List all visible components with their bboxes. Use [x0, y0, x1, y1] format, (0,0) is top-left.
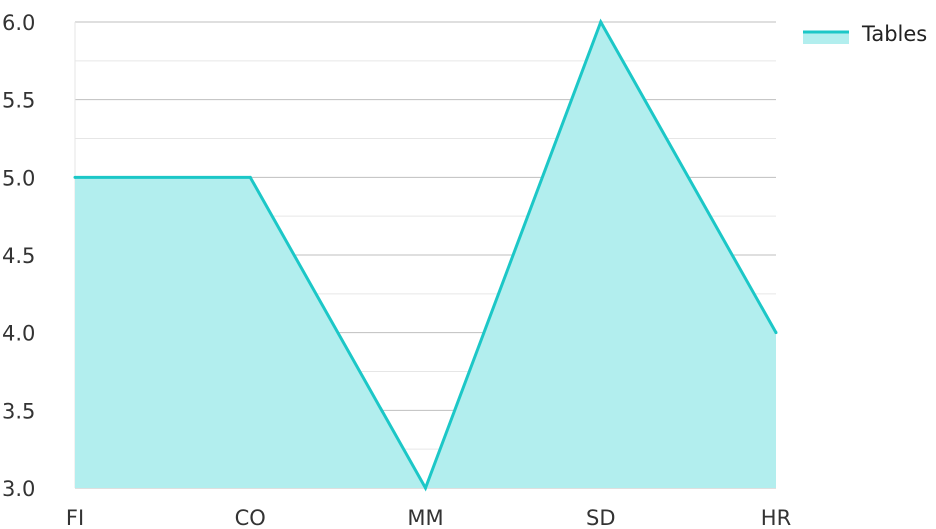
legend-label: Tables	[861, 22, 927, 46]
y-tick-label: 3.5	[2, 399, 35, 423]
x-tick-label: MM	[407, 506, 443, 529]
x-tick-label: HR	[761, 506, 791, 529]
series-area-fill	[75, 22, 776, 488]
data-point	[73, 175, 77, 179]
y-tick-label: 3.0	[2, 477, 35, 501]
data-point	[774, 331, 778, 335]
y-tick-label: 4.0	[2, 322, 35, 346]
legend-swatch-fill	[803, 32, 849, 44]
x-axis: FI CO MM SD HR	[66, 506, 791, 529]
data-point	[599, 20, 603, 24]
x-tick-label: SD	[586, 506, 616, 529]
y-tick-label: 5.5	[2, 89, 35, 113]
y-tick-label: 5.0	[2, 166, 35, 190]
y-tick-label: 4.5	[2, 244, 35, 268]
legend: Tables	[803, 22, 927, 46]
x-tick-label: CO	[235, 506, 266, 529]
x-tick-label: FI	[66, 506, 84, 529]
data-point	[248, 175, 252, 179]
series-area-layer	[75, 22, 776, 488]
y-axis: 3.0 3.5 4.0 4.5 5.0 5.5 6.0	[2, 11, 35, 501]
y-tick-label: 6.0	[2, 11, 35, 35]
data-point	[424, 486, 427, 490]
series-line-layer	[73, 18, 778, 492]
